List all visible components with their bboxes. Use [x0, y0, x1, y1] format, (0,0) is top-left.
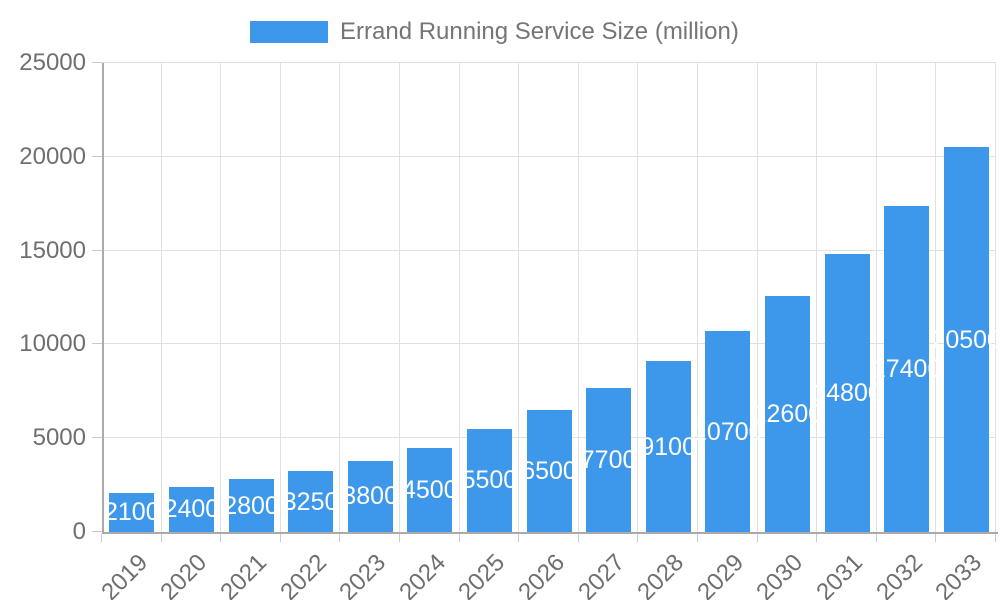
v-gridline	[220, 63, 222, 532]
bar[interactable]	[526, 410, 572, 532]
bar[interactable]	[586, 387, 632, 532]
bar[interactable]	[228, 479, 274, 532]
bar[interactable]	[109, 492, 155, 532]
v-gridline	[399, 63, 400, 532]
v-gridline	[339, 63, 341, 532]
bar-value-label: 2800	[223, 491, 279, 520]
h-gridline	[102, 249, 996, 251]
v-gridline	[160, 63, 162, 532]
bar-value-label: 5500	[461, 466, 518, 495]
x-tick-mark	[935, 534, 937, 542]
bar[interactable]	[943, 147, 989, 532]
v-gridline	[637, 63, 639, 532]
y-tick-label: 10000	[19, 330, 86, 358]
bar-value-label: 2100	[103, 498, 160, 527]
bar-value-label: 2400	[163, 495, 220, 524]
v-gridline	[577, 63, 579, 532]
x-tick-mark	[637, 534, 639, 542]
bar-value-label: 17400	[871, 354, 942, 383]
y-tick-label: 15000	[19, 236, 86, 264]
legend-label: Errand Running Service Size (million)	[340, 18, 739, 45]
bar[interactable]	[884, 205, 930, 532]
v-gridline	[279, 63, 281, 532]
v-gridline	[995, 63, 996, 532]
x-tick-mark	[518, 534, 520, 542]
y-tick-mark	[92, 249, 102, 251]
y-tick-label: 5000	[32, 424, 86, 452]
y-tick-mark	[92, 62, 102, 63]
v-gridline	[518, 63, 520, 532]
x-tick-mark	[756, 534, 758, 542]
bar-value-label: 6500	[521, 457, 577, 486]
bar-value-label: 12600	[752, 399, 823, 428]
x-tick-mark	[875, 534, 877, 542]
v-gridline	[816, 63, 818, 532]
bar[interactable]	[764, 295, 810, 532]
y-tick-label: 25000	[19, 49, 86, 76]
bar[interactable]	[288, 471, 334, 532]
bar-value-label: 9100	[640, 432, 696, 461]
bar-value-label: 3800	[342, 482, 398, 511]
bar[interactable]	[168, 486, 214, 532]
y-tick-mark	[92, 437, 102, 439]
bar[interactable]	[407, 447, 453, 532]
v-gridline	[935, 63, 937, 532]
bar-value-label: 7700	[580, 445, 637, 474]
bar-value-label: 14800	[812, 379, 882, 408]
bar-value-label: 20500	[931, 325, 1000, 354]
h-gridline	[102, 155, 996, 157]
x-tick-mark	[577, 534, 579, 542]
v-gridline	[697, 63, 698, 532]
v-gridline	[756, 63, 758, 532]
y-tick-label: 0	[72, 518, 86, 545]
h-gridline	[102, 343, 996, 345]
x-tick-mark	[101, 534, 102, 542]
bar[interactable]	[347, 460, 393, 532]
bar-value-label: 3250	[282, 487, 339, 516]
bar-value-label: 4500	[401, 475, 458, 504]
bar[interactable]	[645, 361, 691, 532]
legend[interactable]: Errand Running Service Size (million)	[250, 18, 739, 46]
y-tick-label: 20000	[19, 142, 86, 170]
bar[interactable]	[824, 254, 870, 532]
x-tick-mark	[279, 534, 281, 542]
v-gridline	[458, 63, 460, 532]
y-axis-line	[102, 63, 104, 534]
x-tick-mark	[458, 534, 460, 542]
bar[interactable]	[705, 331, 751, 532]
v-gridline	[875, 63, 877, 532]
x-tick-mark	[220, 534, 222, 542]
x-tick-label: 2019	[96, 549, 153, 600]
x-tick-mark	[816, 534, 818, 542]
x-tick-mark	[995, 534, 996, 542]
x-tick-mark	[339, 534, 341, 542]
legend-swatch[interactable]	[250, 21, 328, 43]
y-tick-mark	[92, 531, 102, 532]
bar[interactable]	[466, 428, 512, 532]
y-tick-mark	[92, 155, 102, 157]
bar-value-label: 10700	[693, 417, 763, 446]
x-tick-mark	[160, 534, 162, 542]
h-gridline	[102, 62, 996, 63]
x-tick-mark	[399, 534, 400, 542]
y-tick-mark	[92, 343, 102, 345]
x-tick-mark	[697, 534, 698, 542]
x-axis-line	[102, 532, 998, 534]
